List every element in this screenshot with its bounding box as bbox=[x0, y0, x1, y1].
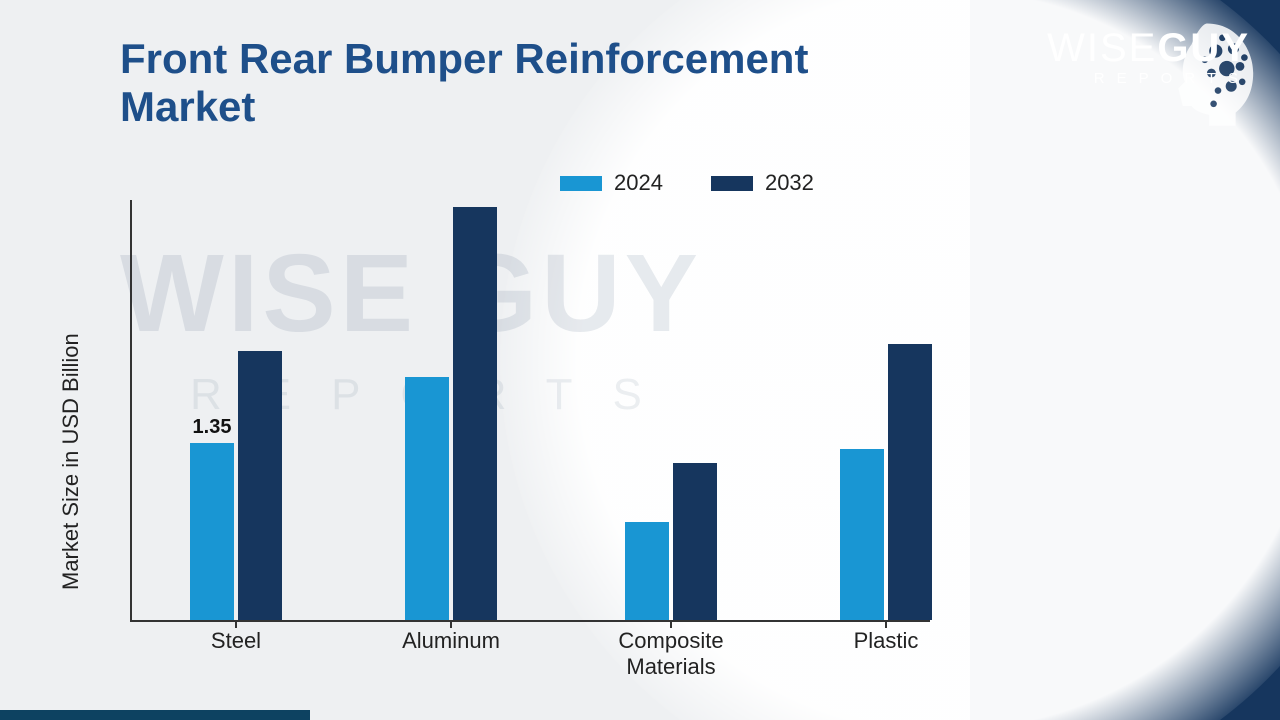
legend-label-2032: 2032 bbox=[765, 170, 814, 196]
brand-word-b: GUY bbox=[1157, 26, 1250, 70]
bar bbox=[405, 377, 449, 620]
category-label: Composite Materials bbox=[596, 628, 746, 680]
category-label: Aluminum bbox=[381, 628, 521, 654]
legend-item-2024: 2024 bbox=[560, 170, 663, 196]
legend-label-2024: 2024 bbox=[614, 170, 663, 196]
value-label: 1.35 bbox=[182, 416, 242, 439]
bar bbox=[453, 207, 497, 620]
category-label: Steel bbox=[186, 628, 286, 654]
x-tick bbox=[670, 620, 672, 628]
bar bbox=[190, 443, 234, 620]
bar bbox=[840, 449, 884, 620]
brand-word-a: WISE bbox=[1047, 26, 1157, 70]
bar bbox=[625, 522, 669, 620]
chart-title: Front Rear Bumper Reinforcement Market bbox=[120, 35, 840, 132]
y-axis-label: Market Size in USD Billion bbox=[58, 333, 84, 590]
legend-swatch-2032 bbox=[711, 176, 753, 191]
category-label: Plastic bbox=[836, 628, 936, 654]
footer-accent bbox=[0, 710, 310, 720]
bar bbox=[888, 344, 932, 620]
legend: 2024 2032 bbox=[560, 170, 814, 196]
bar bbox=[238, 351, 282, 620]
x-tick bbox=[885, 620, 887, 628]
x-tick bbox=[235, 620, 237, 628]
brand-logo-main: WISEGUY bbox=[1047, 28, 1250, 68]
x-tick bbox=[450, 620, 452, 628]
legend-swatch-2024 bbox=[560, 176, 602, 191]
bar bbox=[673, 463, 717, 621]
brand-logo-sub: REPORTS bbox=[1047, 70, 1250, 87]
brand-logo: WISEGUY REPORTS bbox=[1047, 28, 1250, 87]
legend-item-2032: 2032 bbox=[711, 170, 814, 196]
plot-area: 1.35 bbox=[130, 200, 930, 620]
chart-canvas: WISE GUY REPORTS Front Rear Bumper Reinf… bbox=[0, 0, 1280, 720]
x-axis bbox=[130, 620, 930, 622]
